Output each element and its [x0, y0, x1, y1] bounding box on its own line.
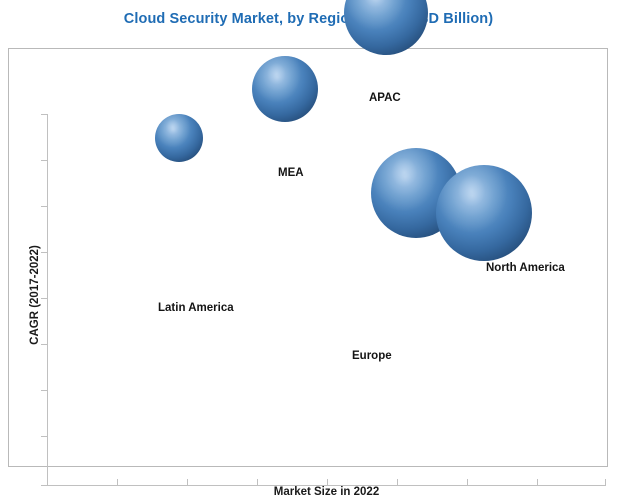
y-axis-tick: [41, 390, 48, 391]
chart-title: Cloud Security Market, by Region, 2022 (…: [123, 11, 494, 27]
x-axis-tick: [187, 479, 188, 486]
y-axis-tick: [41, 344, 48, 345]
plot-area-frame: CAGR (2017-2022) Market Size in 2022 APA…: [8, 0, 608, 498]
bubble-apac[interactable]: [344, 0, 428, 55]
x-axis-tick: [117, 479, 118, 486]
bubble-label-mea: MEA: [278, 167, 304, 179]
y-axis-tick: [41, 206, 48, 207]
y-axis-title: CAGR (2017-2022): [29, 245, 41, 345]
x-axis-tick: [467, 479, 468, 486]
y-axis-tick: [41, 114, 48, 115]
y-axis-tick: [41, 252, 48, 253]
bubble-label-apac: APAC: [369, 92, 401, 104]
bubble-europe[interactable]: [371, 148, 461, 238]
x-axis-title: Market Size in 2022: [273, 486, 380, 498]
bubble-label-europe: Europe: [352, 350, 392, 362]
y-axis-line: [47, 114, 48, 486]
x-axis-tick: [257, 479, 258, 486]
bubble-label-north-america: North America: [486, 262, 565, 274]
bubble-north-america[interactable]: [436, 165, 532, 261]
bubble-chart-figure: Cloud Security Market, by Region, 2022 (…: [8, 0, 608, 498]
bubble-label-latin-america: Latin America: [158, 302, 234, 314]
x-axis-tick: [397, 479, 398, 486]
bubble-latin-america[interactable]: [155, 114, 203, 162]
x-axis-tick: [537, 479, 538, 486]
x-axis-tick: [327, 479, 328, 486]
x-axis-tick: [605, 479, 606, 486]
y-axis-tick: [41, 160, 48, 161]
bubble-mea[interactable]: [252, 56, 318, 122]
y-axis-tick: [41, 298, 48, 299]
y-axis-tick: [41, 436, 48, 437]
